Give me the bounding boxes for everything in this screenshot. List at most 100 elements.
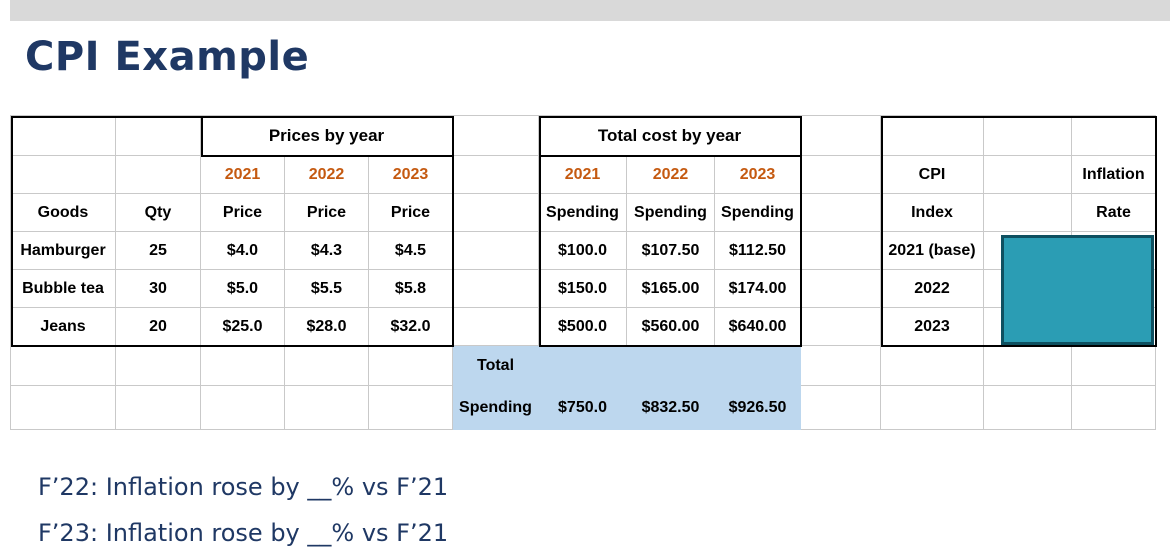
- cpi-header-cell: CPI: [881, 156, 984, 194]
- sheet-row: Prices by year Total cost by year: [11, 116, 1156, 156]
- empty-cell: [984, 116, 1072, 156]
- price-cell: $5.5: [285, 270, 369, 308]
- year-header-cell: 2023: [715, 156, 801, 194]
- spending-cell: $560.00: [627, 308, 715, 346]
- spending-cell: $640.00: [715, 308, 801, 346]
- cpi-year-cell: 2022: [881, 270, 984, 308]
- cpi-answer-box: [1001, 235, 1154, 345]
- empty-cell: [453, 116, 539, 156]
- sheet-row: Hamburger 25 $4.0 $4.3 $4.5 $100.0 $107.…: [11, 232, 1156, 270]
- index-header-cell: Index: [881, 194, 984, 232]
- qty-header-cell: Qty: [116, 194, 201, 232]
- inflation-note-f22: F’22: Inflation rose by __% vs F’21: [38, 473, 449, 501]
- price-header-cell: Price: [285, 194, 369, 232]
- price-header-cell: Price: [369, 194, 453, 232]
- empty-cell: [453, 308, 539, 346]
- spending-cell: $107.50: [627, 232, 715, 270]
- empty-cell: [11, 386, 116, 430]
- empty-cell: [801, 156, 881, 194]
- inflation-header-cell: Inflation: [1072, 156, 1156, 194]
- prices-table-title: Prices by year: [201, 116, 453, 156]
- empty-cell: [201, 346, 285, 386]
- empty-cell: [881, 346, 984, 386]
- spending-cell: $112.50: [715, 232, 801, 270]
- year-header-cell: 2022: [627, 156, 715, 194]
- year-header-cell: 2021: [539, 156, 627, 194]
- price-cell: $5.0: [201, 270, 285, 308]
- spending-cell: $174.00: [715, 270, 801, 308]
- empty-cell: [453, 156, 539, 194]
- empty-cell: [627, 346, 715, 386]
- empty-cell: [715, 346, 801, 386]
- empty-cell: [116, 346, 201, 386]
- spreadsheet-grid: Prices by year Total cost by year 2021 2…: [10, 115, 1157, 430]
- sheet-row: Total: [11, 346, 1156, 386]
- goods-name-cell: Bubble tea: [11, 270, 116, 308]
- year-header-cell: 2023: [369, 156, 453, 194]
- empty-cell: [369, 386, 453, 430]
- price-cell: $4.0: [201, 232, 285, 270]
- goods-name-cell: Jeans: [11, 308, 116, 346]
- spending-cell: $100.0: [539, 232, 627, 270]
- empty-cell: [801, 270, 881, 308]
- sheet-row: Goods Qty Price Price Price Spending Spe…: [11, 194, 1156, 232]
- goods-name-cell: Hamburger: [11, 232, 116, 270]
- spending-header-cell: Spending: [627, 194, 715, 232]
- total-spending-cell: $750.0: [539, 386, 627, 430]
- spending-cell: $165.00: [627, 270, 715, 308]
- price-cell: $28.0: [285, 308, 369, 346]
- price-cell: $25.0: [201, 308, 285, 346]
- notes-block: F’22: Inflation rose by __% vs F’21 F’23…: [38, 464, 448, 556]
- empty-cell: [801, 232, 881, 270]
- empty-cell: [116, 156, 201, 194]
- spending-cell: $500.0: [539, 308, 627, 346]
- price-cell: $4.5: [369, 232, 453, 270]
- empty-cell: [881, 386, 984, 430]
- empty-cell: [984, 386, 1072, 430]
- qty-cell: 25: [116, 232, 201, 270]
- empty-cell: [801, 116, 881, 156]
- top-accent-bar: [10, 0, 1170, 21]
- cpi-year-cell: 2023: [881, 308, 984, 346]
- spending-header-cell: Spending: [715, 194, 801, 232]
- empty-cell: [801, 308, 881, 346]
- empty-cell: [881, 116, 984, 156]
- empty-cell: [285, 386, 369, 430]
- sheet-row: Bubble tea 30 $5.0 $5.5 $5.8 $150.0 $165…: [11, 270, 1156, 308]
- slide-title: CPI Example: [25, 34, 310, 80]
- empty-cell: [11, 346, 116, 386]
- empty-cell: [984, 156, 1072, 194]
- totals-table-title: Total cost by year: [539, 116, 801, 156]
- empty-cell: [11, 116, 116, 156]
- year-header-cell: 2021: [201, 156, 285, 194]
- empty-cell: [801, 346, 881, 386]
- total-spending-label-cell: Spending: [453, 386, 539, 430]
- sheet-row: Spending $750.0 $832.50 $926.50: [11, 386, 1156, 430]
- qty-cell: 20: [116, 308, 201, 346]
- sheet-row: 2021 2022 2023 2021 2022 2023 CPI Inflat…: [11, 156, 1156, 194]
- empty-cell: [11, 156, 116, 194]
- empty-cell: [801, 386, 881, 430]
- sheet-row: Jeans 20 $25.0 $28.0 $32.0 $500.0 $560.0…: [11, 308, 1156, 346]
- qty-cell: 30: [116, 270, 201, 308]
- price-header-cell: Price: [201, 194, 285, 232]
- empty-cell: [453, 194, 539, 232]
- empty-cell: [201, 386, 285, 430]
- spending-header-cell: Spending: [539, 194, 627, 232]
- empty-cell: [116, 116, 201, 156]
- empty-cell: [1072, 116, 1156, 156]
- empty-cell: [539, 346, 627, 386]
- price-cell: $5.8: [369, 270, 453, 308]
- goods-header-cell: Goods: [11, 194, 116, 232]
- empty-cell: [1072, 386, 1156, 430]
- empty-cell: [453, 232, 539, 270]
- empty-cell: [369, 346, 453, 386]
- empty-cell: [984, 346, 1072, 386]
- total-spending-cell: $926.50: [715, 386, 801, 430]
- empty-cell: [801, 194, 881, 232]
- price-cell: $4.3: [285, 232, 369, 270]
- cpi-year-cell: 2021 (base): [881, 232, 984, 270]
- empty-cell: [285, 346, 369, 386]
- empty-cell: [1072, 346, 1156, 386]
